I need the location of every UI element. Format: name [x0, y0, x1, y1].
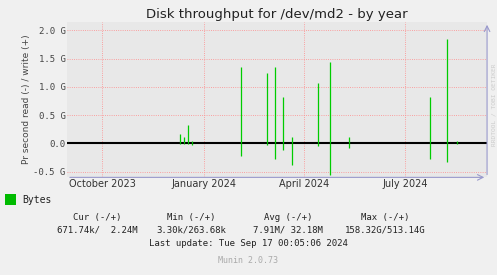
Text: Last update: Tue Sep 17 00:05:06 2024: Last update: Tue Sep 17 00:05:06 2024: [149, 239, 348, 248]
Text: Bytes: Bytes: [22, 195, 51, 205]
Text: Min (-/+): Min (-/+): [167, 213, 216, 222]
Y-axis label: Pr second read (-) / write (+): Pr second read (-) / write (+): [22, 35, 31, 164]
Text: 671.74k/  2.24M: 671.74k/ 2.24M: [57, 225, 137, 234]
Text: 3.30k/263.68k: 3.30k/263.68k: [157, 225, 226, 234]
Text: 7.91M/ 32.18M: 7.91M/ 32.18M: [253, 225, 323, 234]
Text: 158.32G/513.14G: 158.32G/513.14G: [345, 225, 425, 234]
Text: Cur (-/+): Cur (-/+): [73, 213, 121, 222]
Text: Munin 2.0.73: Munin 2.0.73: [219, 256, 278, 265]
Text: RRDTOOL / TOBI OETIKER: RRDTOOL / TOBI OETIKER: [491, 63, 496, 146]
Text: Max (-/+): Max (-/+): [361, 213, 410, 222]
Text: Avg (-/+): Avg (-/+): [264, 213, 313, 222]
Title: Disk throughput for /dev/md2 - by year: Disk throughput for /dev/md2 - by year: [146, 8, 408, 21]
